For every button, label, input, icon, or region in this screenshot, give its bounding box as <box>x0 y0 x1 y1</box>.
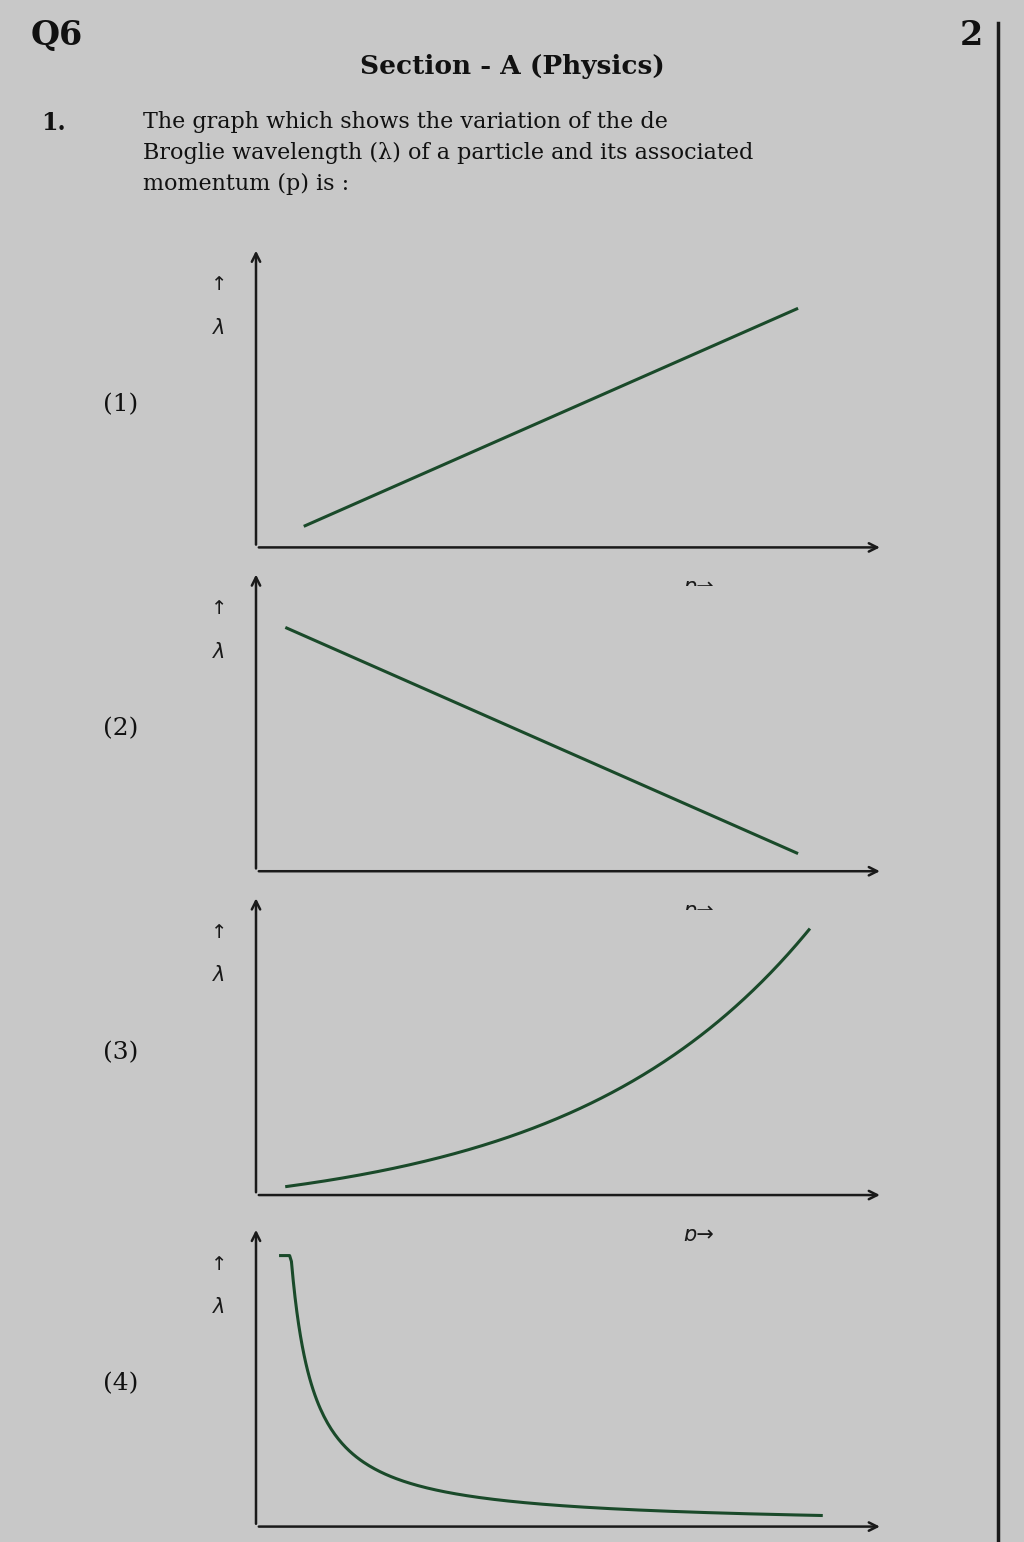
Text: (4): (4) <box>103 1372 138 1396</box>
Text: (1): (1) <box>103 393 138 416</box>
Text: Broglie wavelength (λ) of a particle and its associated: Broglie wavelength (λ) of a particle and… <box>143 142 754 163</box>
Text: (3): (3) <box>103 1041 138 1064</box>
Text: Q6: Q6 <box>31 19 83 51</box>
Text: p→: p→ <box>683 577 714 597</box>
Text: momentum (p) is :: momentum (p) is : <box>143 173 349 194</box>
Text: λ: λ <box>213 965 225 985</box>
Text: ↑: ↑ <box>211 924 227 942</box>
Text: p→: p→ <box>683 1224 714 1244</box>
Text: p→: p→ <box>683 901 714 921</box>
Text: ↑: ↑ <box>211 600 227 618</box>
Text: (2): (2) <box>103 717 138 740</box>
Text: Section - A (Physics): Section - A (Physics) <box>359 54 665 79</box>
Text: λ: λ <box>213 318 225 338</box>
Text: The graph which shows the variation of the de: The graph which shows the variation of t… <box>143 111 669 133</box>
Text: 1.: 1. <box>41 111 66 136</box>
Text: 2: 2 <box>959 19 983 51</box>
Text: ↑: ↑ <box>211 276 227 295</box>
Text: λ: λ <box>213 641 225 662</box>
Text: λ: λ <box>213 1297 225 1317</box>
Text: ↑: ↑ <box>211 1255 227 1274</box>
